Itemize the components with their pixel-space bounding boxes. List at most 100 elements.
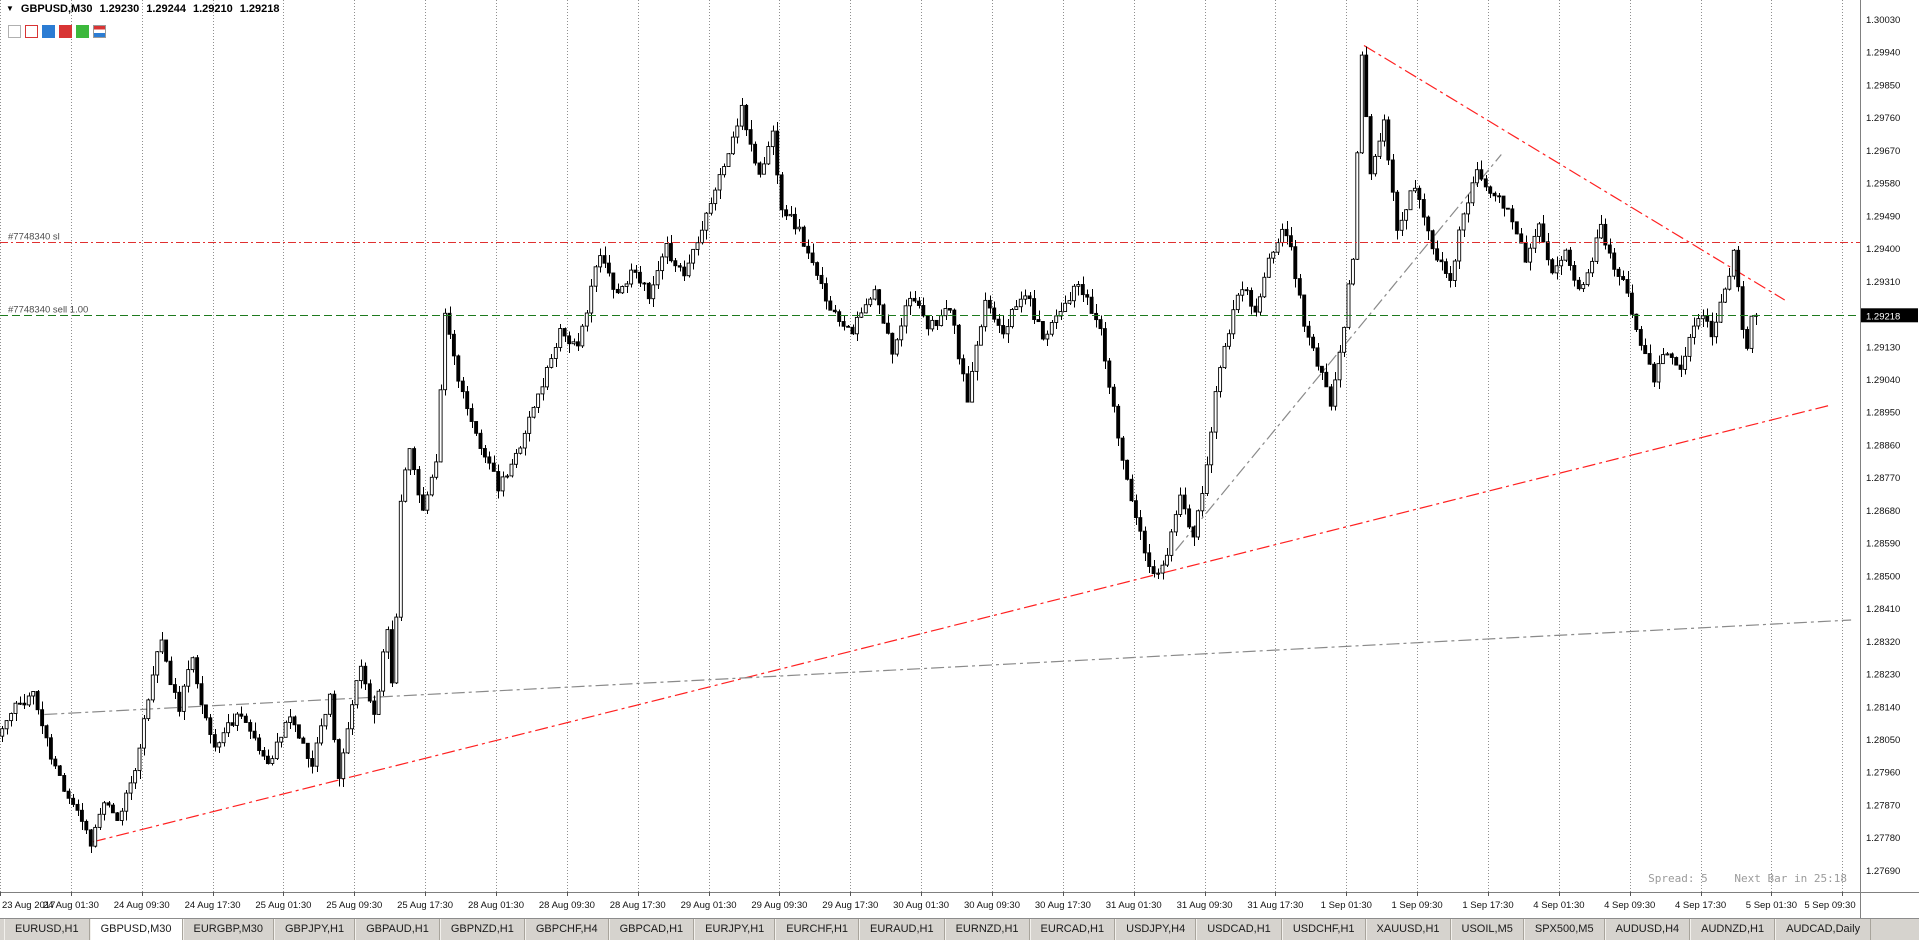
time-tick-label: 5 Sep 09:30 (1804, 900, 1855, 911)
time-tick-label: 4 Sep 09:30 (1604, 900, 1655, 911)
object-square-red-icon[interactable] (59, 25, 72, 38)
price-tick-label: 1.28950 (1866, 408, 1900, 419)
tab-gbpcad-h1[interactable]: GBPCAD,H1 (608, 919, 695, 940)
object-flag-red-blue-icon[interactable] (93, 25, 106, 38)
trendline-ascending-shallow-gray[interactable] (44, 619, 1852, 716)
tab-euraud-h1[interactable]: EURAUD,H1 (859, 919, 945, 940)
order-label-sell-position: #7748340 sell 1.00 (8, 305, 88, 316)
tab-audnzd-h1[interactable]: AUDNZD,H1 (1690, 919, 1776, 940)
tab-gbpusd-m30[interactable]: GBPUSD,M30 (89, 919, 183, 940)
time-tick-label: 4 Sep 01:30 (1533, 900, 1584, 911)
time-tick-label: 1 Sep 01:30 (1321, 900, 1372, 911)
candlestick-chart[interactable]: #7748340 sl #7748340 sell 1.00 1.30030 1.29… (0, 0, 1919, 918)
price-tick-label: 1.28230 (1866, 670, 1900, 681)
price-tick-label: 1.29940 (1866, 48, 1900, 59)
price-tick-label: 1.28140 (1866, 702, 1900, 713)
tab-gbpnzd-h1[interactable]: GBPNZD,H1 (439, 919, 525, 940)
object-toolbar (8, 25, 106, 38)
tab-audcad-daily[interactable]: AUDCAD,Daily (1775, 919, 1872, 940)
tab-eurusd-h1[interactable]: EURUSD,H1 (4, 919, 90, 940)
tab-gbpaud-h1[interactable]: GBPAUD,H1 (355, 919, 440, 940)
time-tick-label: 1 Sep 09:30 (1391, 900, 1442, 911)
price-tick-label: 1.27870 (1866, 801, 1900, 812)
price-tick-label: 1.27690 (1866, 866, 1900, 877)
time-tick-label: 4 Sep 17:30 (1675, 900, 1726, 911)
price-tick-label: 1.28860 (1866, 441, 1900, 452)
time-tick-label: 1 Sep 17:30 (1462, 900, 1513, 911)
time-tick-label: 29 Aug 01:30 (681, 900, 737, 911)
price-tick-label: 1.29040 (1866, 375, 1900, 386)
time-tick-label: 25 Aug 17:30 (397, 900, 453, 911)
tab-gbpchf-h4[interactable]: GBPCHF,H4 (524, 919, 609, 940)
price-tick-label: 1.29400 (1866, 244, 1900, 255)
trendline-descending-resistance-red[interactable] (1363, 44, 1786, 301)
time-tick-label: 28 Aug 17:30 (610, 900, 666, 911)
price-tick-label: 1.28050 (1866, 735, 1900, 746)
tab-xauusd-h1[interactable]: XAUUSD,H1 (1365, 919, 1451, 940)
time-tick-label: 31 Aug 01:30 (1106, 900, 1162, 911)
object-square-green-icon[interactable] (76, 25, 89, 38)
time-tick-label: 25 Aug 01:30 (255, 900, 311, 911)
chart-background (0, 0, 1919, 918)
time-tick-label: 31 Aug 17:30 (1247, 900, 1303, 911)
price-tick-label: 1.28680 (1866, 506, 1900, 517)
tab-usdchf-h1[interactable]: USDCHF,H1 (1281, 919, 1366, 940)
tab-audusd-h4[interactable]: AUDUSD,H4 (1604, 919, 1691, 940)
trend-lines[interactable] (44, 44, 1852, 843)
candles-series (0, 46, 1758, 853)
time-tick-label: 24 Aug 09:30 (114, 900, 170, 911)
time-tick-label: 29 Aug 17:30 (822, 900, 878, 911)
tab-eurjpy-h1[interactable]: EURJPY,H1 (694, 919, 776, 940)
time-tick-label: 28 Aug 09:30 (539, 900, 595, 911)
spread-label: Spread: 5 (1648, 872, 1708, 885)
price-tick-label: 1.29580 (1866, 179, 1900, 190)
tab-gbpjpy-h1[interactable]: GBPJPY,H1 (274, 919, 356, 940)
tab-usoil-m5[interactable]: USOIL,M5 (1450, 919, 1524, 940)
price-tick-label: 1.27960 (1866, 768, 1900, 779)
time-tick-label: 24 Aug 17:30 (185, 900, 241, 911)
time-tick-label: 5 Sep 01:30 (1746, 900, 1797, 911)
order-lines[interactable]: #7748340 sl #7748340 sell 1.00 (0, 232, 1860, 316)
time-tick-label: 30 Aug 01:30 (893, 900, 949, 911)
price-axis[interactable]: 1.30030 1.29940 1.29850 1.29760 1.29670 1.295… (1861, 15, 1918, 877)
chart-menu-arrow-icon[interactable]: ▼ (6, 4, 14, 13)
tab-eurcad-h1[interactable]: EURCAD,H1 (1029, 919, 1116, 940)
price-tick-label: 1.28590 (1866, 539, 1900, 550)
time-tick-label: 31 Aug 09:30 (1177, 900, 1233, 911)
quote-open: 1.29230 (99, 3, 140, 15)
time-tick-label: 25 Aug 09:30 (326, 900, 382, 911)
tab-usdcad-h1[interactable]: USDCAD,H1 (1196, 919, 1282, 940)
price-tick-label: 1.29760 (1866, 113, 1900, 124)
time-tick-label: 30 Aug 09:30 (964, 900, 1020, 911)
tab-eurgbp-m30[interactable]: EURGBP,M30 (182, 919, 274, 940)
trendline-ascending-support-red[interactable] (92, 404, 1830, 843)
price-tick-label: 1.29850 (1866, 81, 1900, 92)
price-tick-label: 1.29310 (1866, 277, 1900, 288)
price-tick-label: 1.30030 (1866, 15, 1900, 26)
object-square-blue-icon[interactable] (42, 25, 55, 38)
price-tick-label: 1.29490 (1866, 211, 1900, 222)
price-tick-label: 1.27780 (1866, 833, 1900, 844)
object-square-white-icon[interactable] (8, 25, 21, 38)
tab-spx500-m5[interactable]: SPX500,M5 (1523, 919, 1605, 940)
price-tick-label: 1.29130 (1866, 342, 1900, 353)
quote-high: 1.29244 (146, 3, 186, 15)
spread-next-bar-status: Spread: 5 Next Bar in 25:18 (1648, 872, 1847, 885)
quote-low: 1.29210 (192, 3, 233, 15)
time-tick-label: 30 Aug 17:30 (1035, 900, 1091, 911)
time-tick-label: 28 Aug 01:30 (468, 900, 524, 911)
object-square-red-outline-icon[interactable] (25, 25, 38, 38)
quote-close: 1.29218 (239, 3, 280, 15)
price-tick-label: 1.28410 (1866, 604, 1900, 615)
price-tick-label: 1.28500 (1866, 571, 1900, 582)
order-label-stop-loss: #7748340 sl (8, 232, 60, 243)
price-tick-label: 1.29670 (1866, 146, 1900, 157)
tab-usdjpy-h4[interactable]: USDJPY,H4 (1115, 919, 1197, 940)
tab-eurchf-h1[interactable]: EURCHF,H1 (775, 919, 860, 940)
tab-eurnzd-h1[interactable]: EURNZD,H1 (944, 919, 1030, 940)
symbol-tab-bar: EURUSD,H1 GBPUSD,M30 EURGBP,M30 GBPJPY,H1 GB… (0, 918, 1919, 940)
current-price-marker (1861, 308, 1918, 323)
time-tick-label: 29 Aug 09:30 (751, 900, 807, 911)
trendline-ascending-steep-gray[interactable] (1159, 154, 1502, 570)
